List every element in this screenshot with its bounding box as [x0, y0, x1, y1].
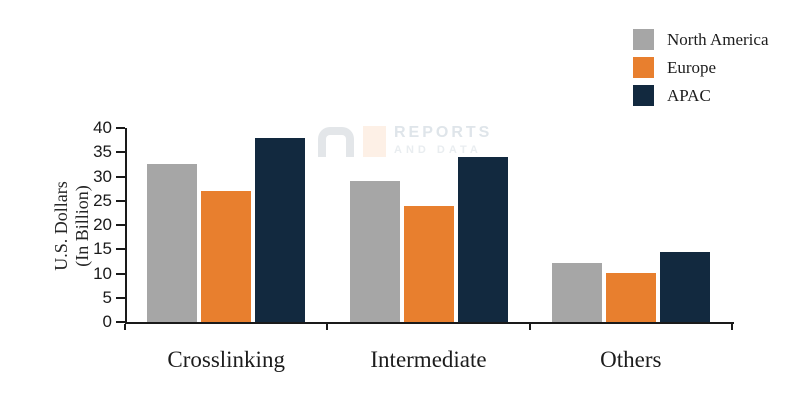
bar-others-north-america [552, 263, 602, 322]
y-tick-mark [116, 272, 125, 275]
y-tick-mark [116, 321, 125, 323]
bar-crosslinking-apac [255, 138, 305, 322]
y-tick-mark [116, 296, 125, 299]
legend: North America Europe APAC [633, 29, 769, 113]
legend-row-apac: APAC [633, 85, 769, 106]
y-tick-label: 0 [102, 312, 112, 331]
watermark-logo-square [363, 126, 386, 157]
legend-label: Europe [667, 57, 717, 77]
watermark-line2: AND DATA [394, 144, 482, 156]
category-label-others: Others [600, 347, 662, 372]
y-tick-label: 15 [93, 239, 112, 259]
plot-area [125, 128, 734, 324]
y-tick-mark [116, 248, 125, 251]
legend-swatch-icon [633, 29, 654, 50]
y-tick-mark [116, 175, 125, 178]
category-label-intermediate: Intermediate [370, 347, 487, 372]
bar-others-europe [606, 273, 656, 322]
bar-crosslinking-europe [201, 191, 251, 322]
legend-swatch-icon [633, 57, 654, 78]
bar-others-apac [660, 252, 710, 322]
y-tick-label: 35 [93, 142, 112, 162]
legend-label: APAC [667, 85, 711, 105]
watermark-line1: REPORTS [394, 124, 493, 141]
bar-intermediate-europe [404, 206, 454, 322]
legend-label: North America [667, 29, 769, 49]
y-tick-mark [116, 199, 125, 202]
x-tick-mark [731, 324, 733, 330]
y-tick-mark [116, 151, 125, 154]
category-label-crosslinking: Crosslinking [167, 347, 285, 372]
bar-intermediate-north-america [350, 181, 400, 322]
watermark: REPORTS AND DATA [318, 121, 492, 157]
x-tick-mark [124, 324, 126, 330]
watermark-text-block: REPORTS AND DATA [394, 124, 492, 156]
reports-and-data-logo-icon [318, 127, 354, 157]
y-tick-label: 40 [93, 118, 112, 137]
legend-row-north-america: North America [633, 29, 769, 50]
y-tick-label: 25 [93, 190, 112, 210]
y-tick-label: 30 [93, 166, 112, 186]
x-tick-mark [326, 324, 328, 330]
bar-crosslinking-north-america [147, 164, 197, 322]
y-tick-label: 20 [93, 215, 112, 234]
y-tick-mark [116, 224, 125, 226]
bar-intermediate-apac [458, 157, 508, 322]
y-tick-mark [116, 127, 125, 129]
x-tick-mark [529, 324, 531, 330]
y-tick-label: 10 [93, 263, 112, 283]
y-tick-label: 5 [102, 287, 112, 307]
legend-row-europe: Europe [633, 57, 769, 78]
legend-swatch-icon [633, 85, 654, 106]
